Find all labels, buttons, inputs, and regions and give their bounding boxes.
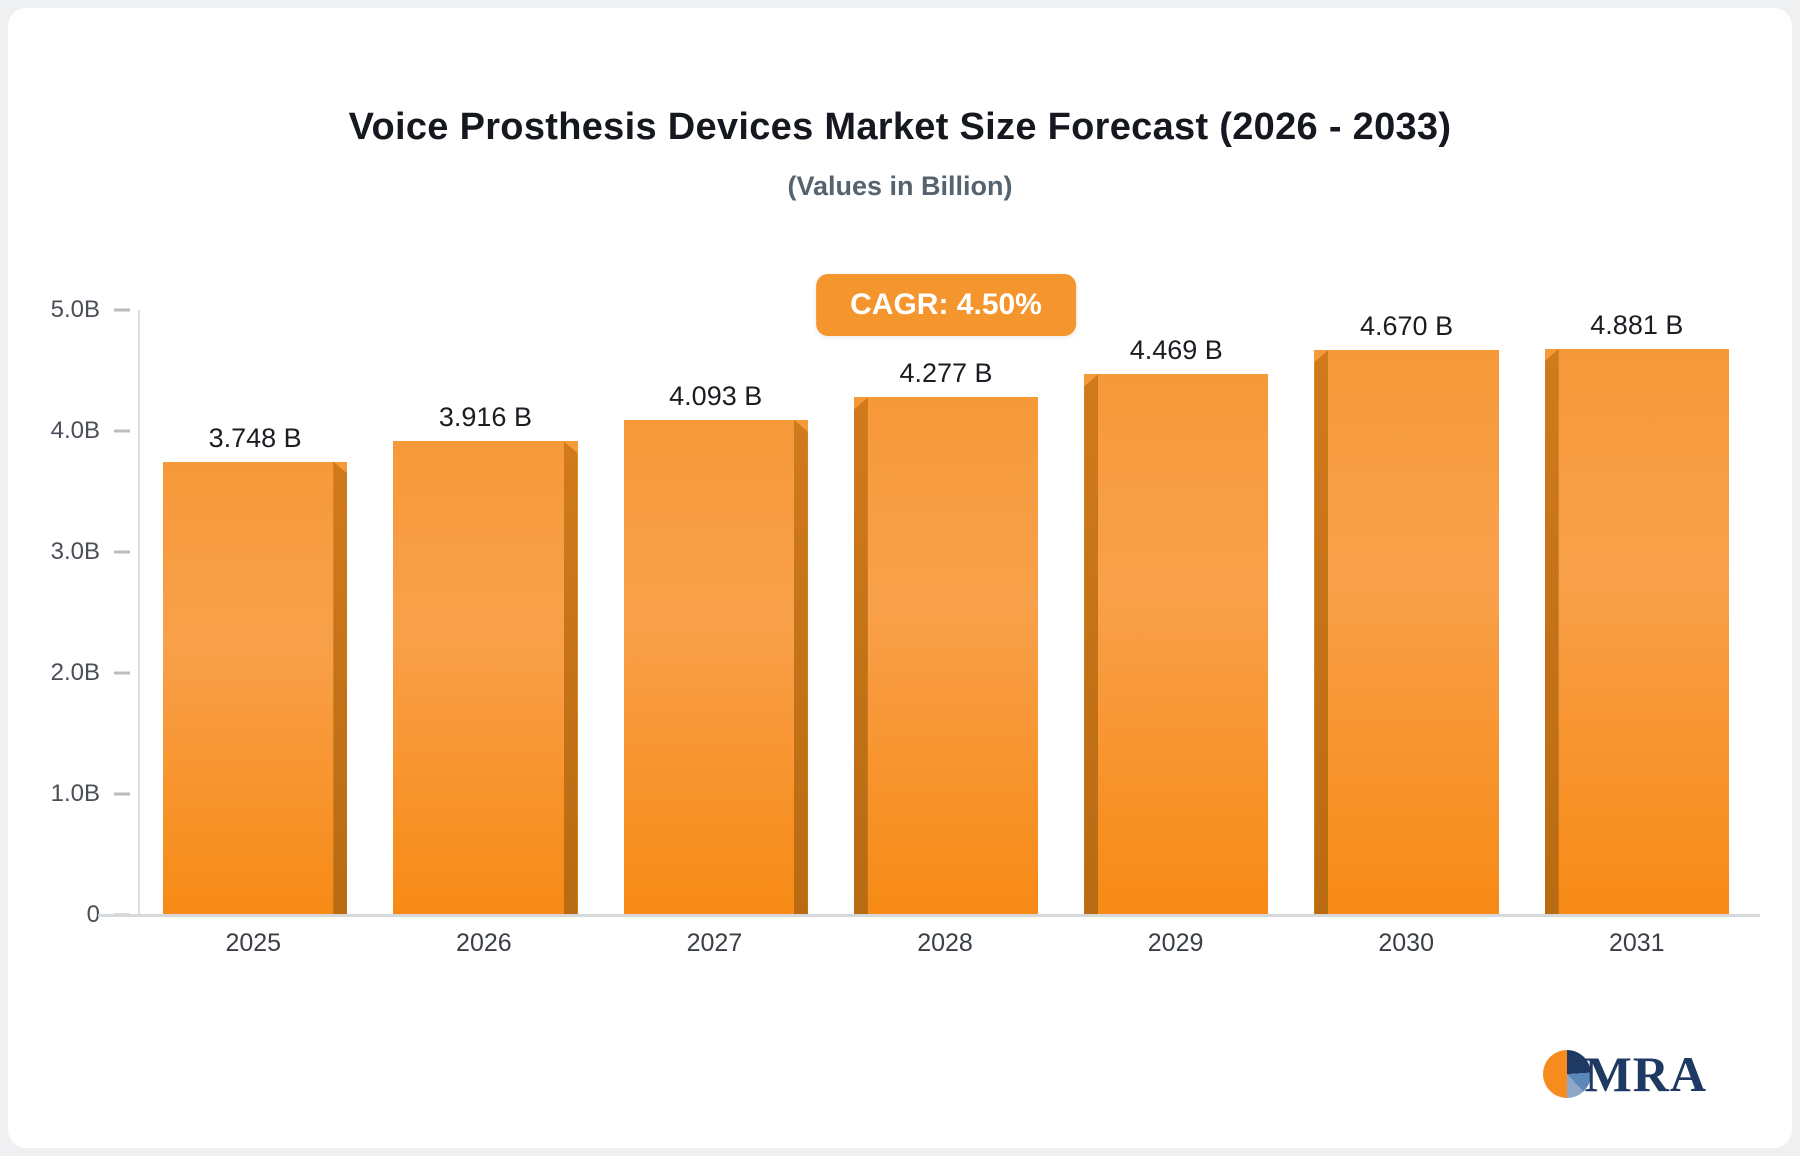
- bar-slot-2028: 4.277 B: [831, 310, 1061, 915]
- bar-value-label: 4.093 B: [669, 380, 763, 411]
- chart-subtitle: (Values in Billion): [787, 171, 1013, 201]
- bar-value-label: 4.881 B: [1590, 310, 1684, 340]
- x-label-2026: 2026: [456, 929, 512, 957]
- x-label-2027: 2027: [686, 929, 743, 957]
- bar-side-face: [793, 419, 808, 915]
- y-tick-label: 3.0B: [50, 538, 100, 565]
- bar-2026: [393, 441, 578, 915]
- bar-slot-2031: 4.881 B: [1522, 310, 1752, 915]
- bar-value-label: 4.277 B: [899, 358, 993, 389]
- bar-2025: [163, 461, 348, 915]
- bar-2031: [1544, 349, 1729, 915]
- y-tick-label: 4.0B: [50, 417, 100, 444]
- bar-side-face: [1314, 349, 1329, 915]
- bar-slot-2026: 3.916 B: [370, 310, 600, 915]
- bar-2028: [853, 397, 1039, 915]
- bar-value-label: 4.469 B: [1129, 335, 1223, 366]
- bar-side-face: [1084, 374, 1099, 915]
- x-label-2025: 2025: [225, 929, 282, 957]
- plot-area: CAGR: 4.50% 0 1.0B 2.0B 3.0B 4.0B 5.0B 3.748 …: [51, 274, 1760, 928]
- bar-chart: CAGR: 4.50% 0 1.0B 2.0B 3.0B 4.0B 5.0B 3.748 …: [51, 274, 1760, 958]
- bar-side-face: [1544, 349, 1559, 915]
- chart-card: Voice Prosthesis Devices Market Size For…: [8, 8, 1792, 1148]
- bar-side-face: [853, 397, 868, 915]
- x-label-2029: 2029: [1147, 929, 1204, 957]
- x-axis-line: [98, 914, 1760, 917]
- x-label-2031: 2031: [1608, 929, 1665, 957]
- bar-value-label: 3.748 B: [208, 422, 302, 453]
- cagr-badge: CAGR: 4.50%: [816, 274, 1076, 336]
- x-label-2030: 2030: [1378, 929, 1434, 957]
- bars-container: 3.748 B 3.916 B 4.093 B 4.277 B 4.469 B 4.670…: [140, 310, 1752, 915]
- mra-logo-pie-icon: [1542, 1050, 1591, 1098]
- mra-logo-text: MRA: [1584, 1046, 1707, 1102]
- bar-slot-2027: 4.093 B: [601, 310, 831, 915]
- y-tick-label: 2.0B: [50, 659, 100, 686]
- y-tick-label: 1.0B: [50, 780, 100, 807]
- bar-slot-2029: 4.469 B: [1061, 310, 1291, 915]
- bar-2030: [1314, 349, 1499, 915]
- y-tick-mark: [114, 308, 130, 312]
- x-label-2028: 2028: [917, 929, 973, 957]
- bar-2027: [623, 419, 808, 915]
- y-tick-mark: [114, 792, 130, 796]
- mra-logo: MRA: [1542, 1045, 1707, 1103]
- y-tick-label: 5.0B: [50, 296, 100, 323]
- bar-value-label: 3.916 B: [438, 402, 532, 433]
- y-tick-mark: [114, 671, 130, 675]
- bar-2029: [1084, 374, 1269, 915]
- y-tick-mark: [114, 429, 130, 433]
- x-axis-labels: 2025 2026 2027 2028 2029 2030 2031: [138, 929, 1752, 958]
- y-tick-mark: [114, 550, 130, 554]
- y-tick-label: 0: [86, 901, 100, 928]
- bar-side-face: [333, 461, 348, 915]
- bar-slot-2030: 4.670 B: [1291, 310, 1521, 915]
- bar-value-label: 4.670 B: [1360, 310, 1454, 341]
- bar-side-face: [563, 441, 578, 915]
- chart-title: Voice Prosthesis Devices Market Size For…: [348, 106, 1452, 148]
- bar-slot-2025: 3.748 B: [140, 310, 370, 915]
